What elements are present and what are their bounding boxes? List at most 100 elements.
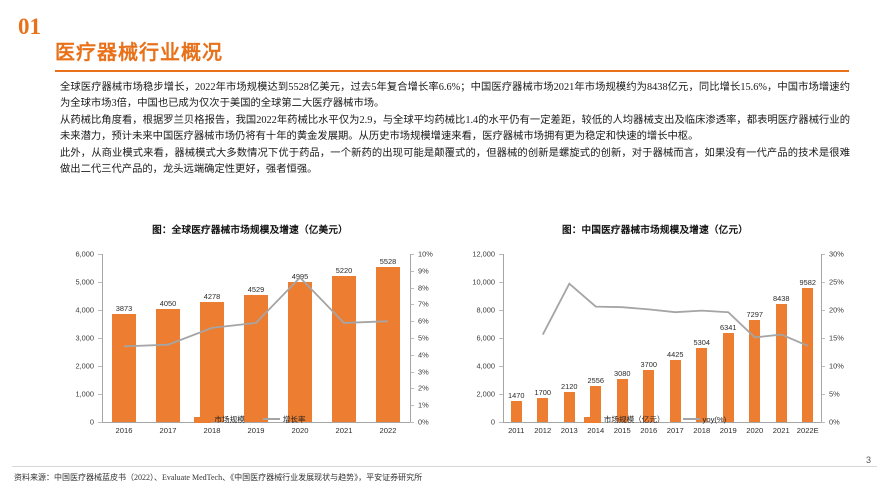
bar	[616, 378, 628, 422]
y-axis-left-tick-label: 6,000	[476, 333, 496, 343]
y-axis-right-tick-label: 1%	[418, 400, 429, 410]
legend-line-label: 增长率	[282, 415, 306, 424]
charts-container: 图：全球医疗器械市场规模及增速（亿美元） 0 1,000 2,000 3,000 4,0…	[0, 218, 889, 463]
y-axis-right-tick-label: 5%	[829, 389, 840, 399]
x-axis-tick-label: 2014	[587, 426, 605, 435]
legend-bar-swatch	[194, 417, 212, 423]
y-axis-right-tick	[821, 254, 825, 255]
y-axis-left-tick-label: 4,000	[476, 361, 496, 371]
y-axis-right-tick-label: 2%	[418, 383, 429, 393]
y-axis-right-tick-label: 10%	[418, 249, 433, 259]
source-note: 资料来源：中国医疗器械蓝皮书（2022）、Evaluate MedTech、《中…	[14, 473, 423, 482]
y-axis-right-tick	[410, 371, 414, 373]
y-axis-left-tick-label: 4,000	[75, 305, 95, 315]
legend-line-label: yoy(%)	[702, 415, 727, 424]
legend-line-swatch	[262, 418, 280, 420]
bar-value-label: 4425	[667, 350, 684, 360]
y-axis-left-tick	[499, 254, 503, 255]
y-axis-left-tick	[98, 422, 102, 423]
bar	[749, 319, 761, 422]
bar	[331, 275, 357, 422]
page-title: 医疗器械行业概况	[55, 42, 223, 64]
y-axis-right-tick	[410, 270, 414, 272]
bar	[287, 282, 313, 422]
y-axis-left-tick-label: 12,000	[472, 249, 495, 259]
chart-china-title: 图：中国医疗器械市场规模及增速（亿元）	[561, 225, 749, 236]
y-axis-right-tick	[821, 422, 825, 423]
x-axis-tick-label: 2021	[335, 426, 353, 435]
y-axis-left-tick-label: 2,000	[75, 361, 95, 371]
bar	[722, 333, 734, 422]
y-axis-right-tick-label: 25%	[829, 277, 844, 287]
x-axis-tick-label: 2018	[203, 426, 221, 435]
bar-value-label: 6341	[720, 323, 737, 333]
y-axis-right-tick-label: 20%	[829, 305, 844, 315]
legend-bar-label: 市场规模	[214, 415, 245, 424]
legend-item-line: yoy(%)	[682, 415, 727, 424]
x-axis-tick-label: 2020	[291, 426, 309, 435]
y-axis-left-tick	[98, 366, 102, 367]
y-axis-right-tick-label: 6%	[418, 316, 429, 326]
y-axis-left-tick	[499, 338, 503, 339]
bar	[199, 302, 225, 422]
legend-item-bar: 市场规模（亿元）	[583, 414, 665, 425]
y-axis-right-tick	[410, 287, 414, 289]
bar	[669, 360, 681, 422]
y-axis-left-tick	[499, 366, 503, 367]
y-axis-right-tick	[821, 282, 825, 283]
bar	[696, 347, 708, 422]
bar	[537, 398, 549, 422]
y-axis-right-tick	[821, 310, 825, 311]
y-axis-right-tick-label: 8%	[418, 283, 429, 293]
y-axis-left-tick-label: 6,000	[75, 249, 95, 259]
y-axis-right-tick	[410, 321, 414, 323]
x-axis-tick-label: 2021	[772, 426, 790, 435]
y-axis-left-tick-label: 3,000	[75, 333, 95, 343]
bar	[375, 267, 401, 422]
bar	[155, 308, 181, 422]
y-axis-right-tick	[821, 394, 825, 395]
chart-china-plot: 0 2,000 4,000 6,000 8,000 10,000 12,000 0% 5% 10%…	[455, 250, 855, 436]
y-axis-right-tick	[410, 338, 414, 339]
x-axis-tick-label: 2013	[560, 426, 578, 435]
legend-item-line: 增长率	[262, 414, 306, 425]
bar	[243, 295, 269, 422]
page-number: 3	[865, 455, 871, 465]
footer-divider	[12, 466, 877, 467]
chart-global: 图：全球医疗器械市场规模及增速（亿美元） 0 1,000 2,000 3,000 4,0…	[60, 218, 440, 463]
body-text: 全球医疗器械市场稳步增长，2022年市场规模达到5528亿美元，过去5年复合增长…	[60, 80, 850, 178]
bar-value-label: 9582	[799, 277, 816, 287]
bar-value-label: 5220	[335, 265, 353, 275]
y-axis-right-tick-label: 7%	[418, 299, 429, 309]
bar-value-label: 5528	[379, 257, 397, 267]
y-axis-right-tick-label: 30%	[829, 249, 844, 259]
y-axis-left-tick-label: 10,000	[472, 277, 495, 287]
y-axis-right-tick	[410, 354, 414, 356]
bar-value-label: 1470	[508, 391, 525, 401]
y-axis-left-tick-label: 5,000	[75, 277, 95, 287]
bar-value-label: 7297	[746, 309, 763, 319]
bar	[802, 287, 814, 422]
paragraph-1: 全球医疗器械市场稳步增长，2022年市场规模达到5528亿美元，过去5年复合增长…	[60, 82, 850, 110]
y-axis-right-tick-label: 15%	[829, 333, 844, 343]
x-axis-tick-label: 2022	[379, 426, 397, 435]
title-underline	[55, 70, 849, 72]
y-axis-right-tick	[410, 304, 414, 306]
legend-bar-swatch	[583, 417, 601, 423]
y-axis-right-tick	[821, 338, 825, 339]
x-axis-tick-label: 2017	[159, 426, 177, 435]
y-axis-left-tick-label: 0	[89, 417, 94, 427]
y-axis-right-tick	[410, 254, 414, 255]
bar-value-label: 2556	[587, 376, 604, 386]
legend-bar-label: 市场规模（亿元）	[603, 415, 665, 424]
y-axis-left-tick-label: 0	[490, 417, 495, 427]
y-axis-left-tick	[98, 310, 102, 311]
y-axis-left-tick	[499, 310, 503, 311]
chart-china-legend: 市场规模（亿元） yoy(%)	[455, 414, 855, 425]
bar-value-label: 3700	[640, 360, 657, 370]
paragraph-2: 从药械比角度看，根据罗兰贝格报告，我国2022年药械比水平仅为2.9，与全球平均…	[60, 114, 850, 143]
y-axis-right-tick-label: 4%	[418, 350, 429, 360]
y-axis-right-tick	[410, 422, 414, 423]
y-axis-right-tick	[410, 388, 414, 390]
